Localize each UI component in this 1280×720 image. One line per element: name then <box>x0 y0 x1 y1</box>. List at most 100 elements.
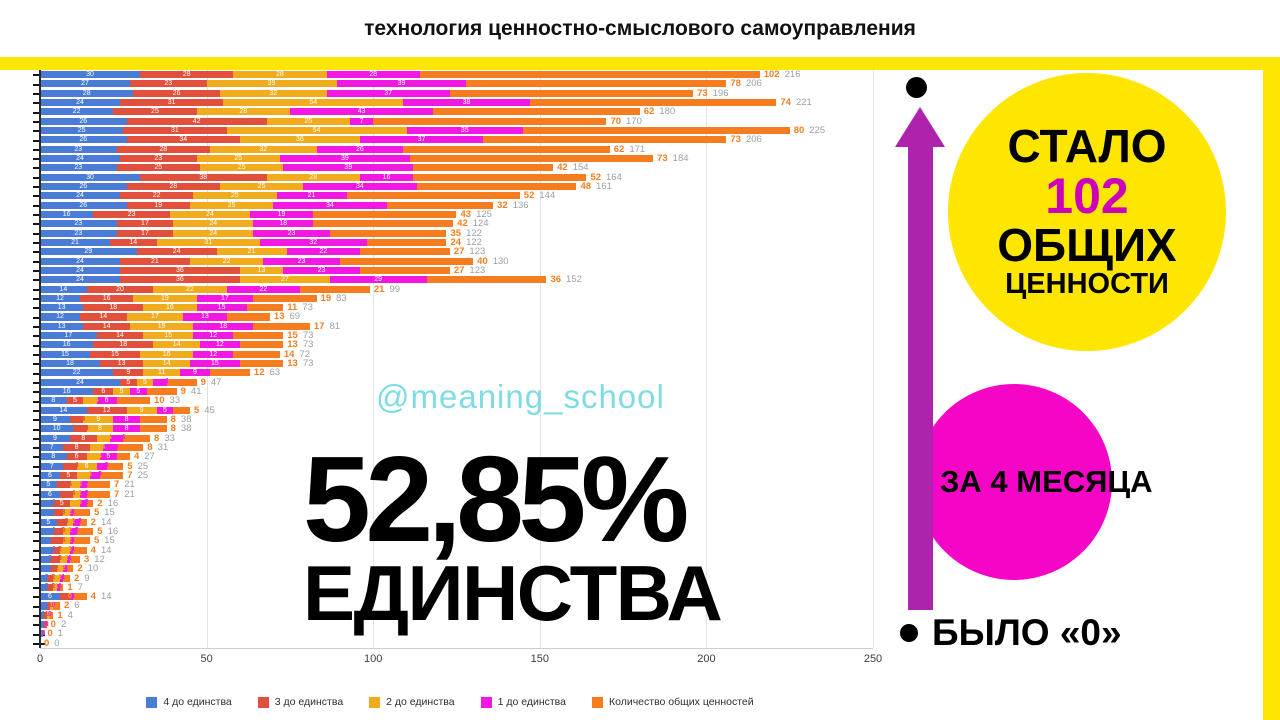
shared-values-label: 27 <box>453 246 465 258</box>
bar-segment <box>466 80 727 88</box>
bar-row: 23 17 24 18 42 124 <box>33 219 873 229</box>
shared-values-label: 15 <box>287 330 298 342</box>
bar-row: 30 38 28 16 52 164 <box>33 172 873 182</box>
bar-segment <box>403 145 610 153</box>
timeline-top-dot <box>906 77 927 98</box>
bar-row: 4 3 2 2 5 16 <box>33 527 873 536</box>
bar-end-labels: 4 14 <box>91 592 112 602</box>
segment-label: 2 <box>54 564 59 572</box>
bar-row: 30 28 28 28 102 216 <box>33 70 873 79</box>
segment-label: 23 <box>317 266 326 274</box>
total-label: 180 <box>659 106 676 118</box>
segment-label: 14 <box>59 406 68 414</box>
bar-segment <box>96 462 107 470</box>
bar-segment <box>40 192 120 200</box>
shared-values-label: 35 <box>450 227 462 239</box>
bar-segment <box>209 369 250 377</box>
gridline <box>873 70 874 648</box>
segment-label: 28 <box>82 89 91 97</box>
bar-segment <box>133 89 220 97</box>
bar-segment <box>53 602 60 610</box>
bar-end-labels: 73 184 <box>657 154 688 164</box>
bar-segment <box>126 406 157 414</box>
bar-segment <box>49 565 57 573</box>
bar-end-labels: 5 25 <box>127 461 148 472</box>
bar-segment <box>40 593 60 601</box>
segment-label: 25 <box>231 192 239 200</box>
segment-label: 0 <box>44 620 49 628</box>
bar-segment <box>239 276 330 284</box>
segment-label: 16 <box>162 350 171 358</box>
legend-swatch <box>257 696 269 708</box>
segment-label: 2 <box>71 518 76 526</box>
bar-segment <box>189 201 274 209</box>
bar-segment <box>46 583 54 591</box>
bar-end-labels: 73 206 <box>730 135 761 145</box>
segment-label: 22 <box>222 257 231 265</box>
bar-segment <box>339 257 474 265</box>
bar-segment <box>96 332 144 340</box>
summary-panel: СТАЛО 102 ОБЩИХ ЦЕННОСТИ ЗА 4 МЕСЯЦА БЫЛ… <box>880 57 1263 720</box>
shared-values-label: 2 <box>77 563 83 575</box>
bar-segment <box>239 266 284 274</box>
segment-label: 4 <box>107 434 112 442</box>
bar-segment <box>193 350 234 358</box>
bar-end-labels: 13 69 <box>274 312 300 322</box>
shared-values-label: 4 <box>133 451 140 463</box>
segment-label: 24 <box>76 266 84 274</box>
total-label: 45 <box>204 404 215 416</box>
segment-label: 3 <box>57 555 62 563</box>
segment-label: 8 <box>51 453 56 461</box>
bar-segment <box>103 444 117 452</box>
segment-label: 26 <box>79 136 88 144</box>
segment-label: 9 <box>53 416 57 424</box>
bar-segment <box>153 378 167 386</box>
segment-label: 19 <box>277 210 286 218</box>
bar-segment <box>86 481 110 489</box>
total-label: 31 <box>157 442 169 453</box>
bar-segment <box>289 108 434 116</box>
segment-label: 9 <box>53 434 57 442</box>
bar-segment <box>49 611 54 619</box>
segment-label: 0 <box>41 629 46 637</box>
segment-label: 15 <box>211 360 219 368</box>
bar-row: 16 6 5 5 9 41 <box>33 387 873 396</box>
segment-label: 16 <box>382 173 391 181</box>
segment-label: 31 <box>204 238 213 246</box>
segment-label: 12 <box>56 294 64 302</box>
bar-segment <box>40 210 94 218</box>
bar-row: 16 18 14 12 13 73 <box>33 340 873 350</box>
bar-segment <box>139 71 234 79</box>
segment-label: 24 <box>76 257 84 265</box>
bar-segment <box>116 145 210 153</box>
bar-row: 29 24 21 22 27 123 <box>33 246 873 258</box>
segment-label: 1 <box>71 592 76 600</box>
bar-segment <box>139 173 267 181</box>
bar-segment <box>113 416 140 424</box>
bar-segment <box>79 294 134 302</box>
bar-segment <box>40 611 44 619</box>
shared-values-label: 62 <box>643 106 655 118</box>
segment-label: 2 <box>44 583 49 591</box>
segment-label: 2 <box>84 499 89 507</box>
bar-segment <box>253 294 317 302</box>
shared-values-label: 0 <box>44 637 50 649</box>
bar-segment <box>153 341 200 349</box>
segment-label: 24 <box>76 192 84 200</box>
duration-label: ЗА 4 МЕСЯЦА <box>940 464 1153 499</box>
total-label: 21 <box>124 488 135 500</box>
total-label: 73 <box>302 330 314 342</box>
segment-label: 1 <box>47 611 52 619</box>
segment-label: 2 <box>77 490 82 498</box>
shared-values-label: 4 <box>90 544 96 556</box>
bar-segment <box>83 322 130 330</box>
bar-segment <box>46 574 54 582</box>
bar-end-labels: 3 12 <box>84 555 105 565</box>
segment-label: 32 <box>269 89 278 97</box>
total-label: 21 <box>124 479 135 491</box>
bar-end-labels: 52 144 <box>524 191 555 201</box>
bar-segment <box>299 285 370 293</box>
page-header: технология ценностно-смыслового самоупра… <box>0 0 1280 57</box>
total-label: 15 <box>104 535 115 547</box>
bar-row: 22 25 28 43 62 180 <box>33 106 873 118</box>
